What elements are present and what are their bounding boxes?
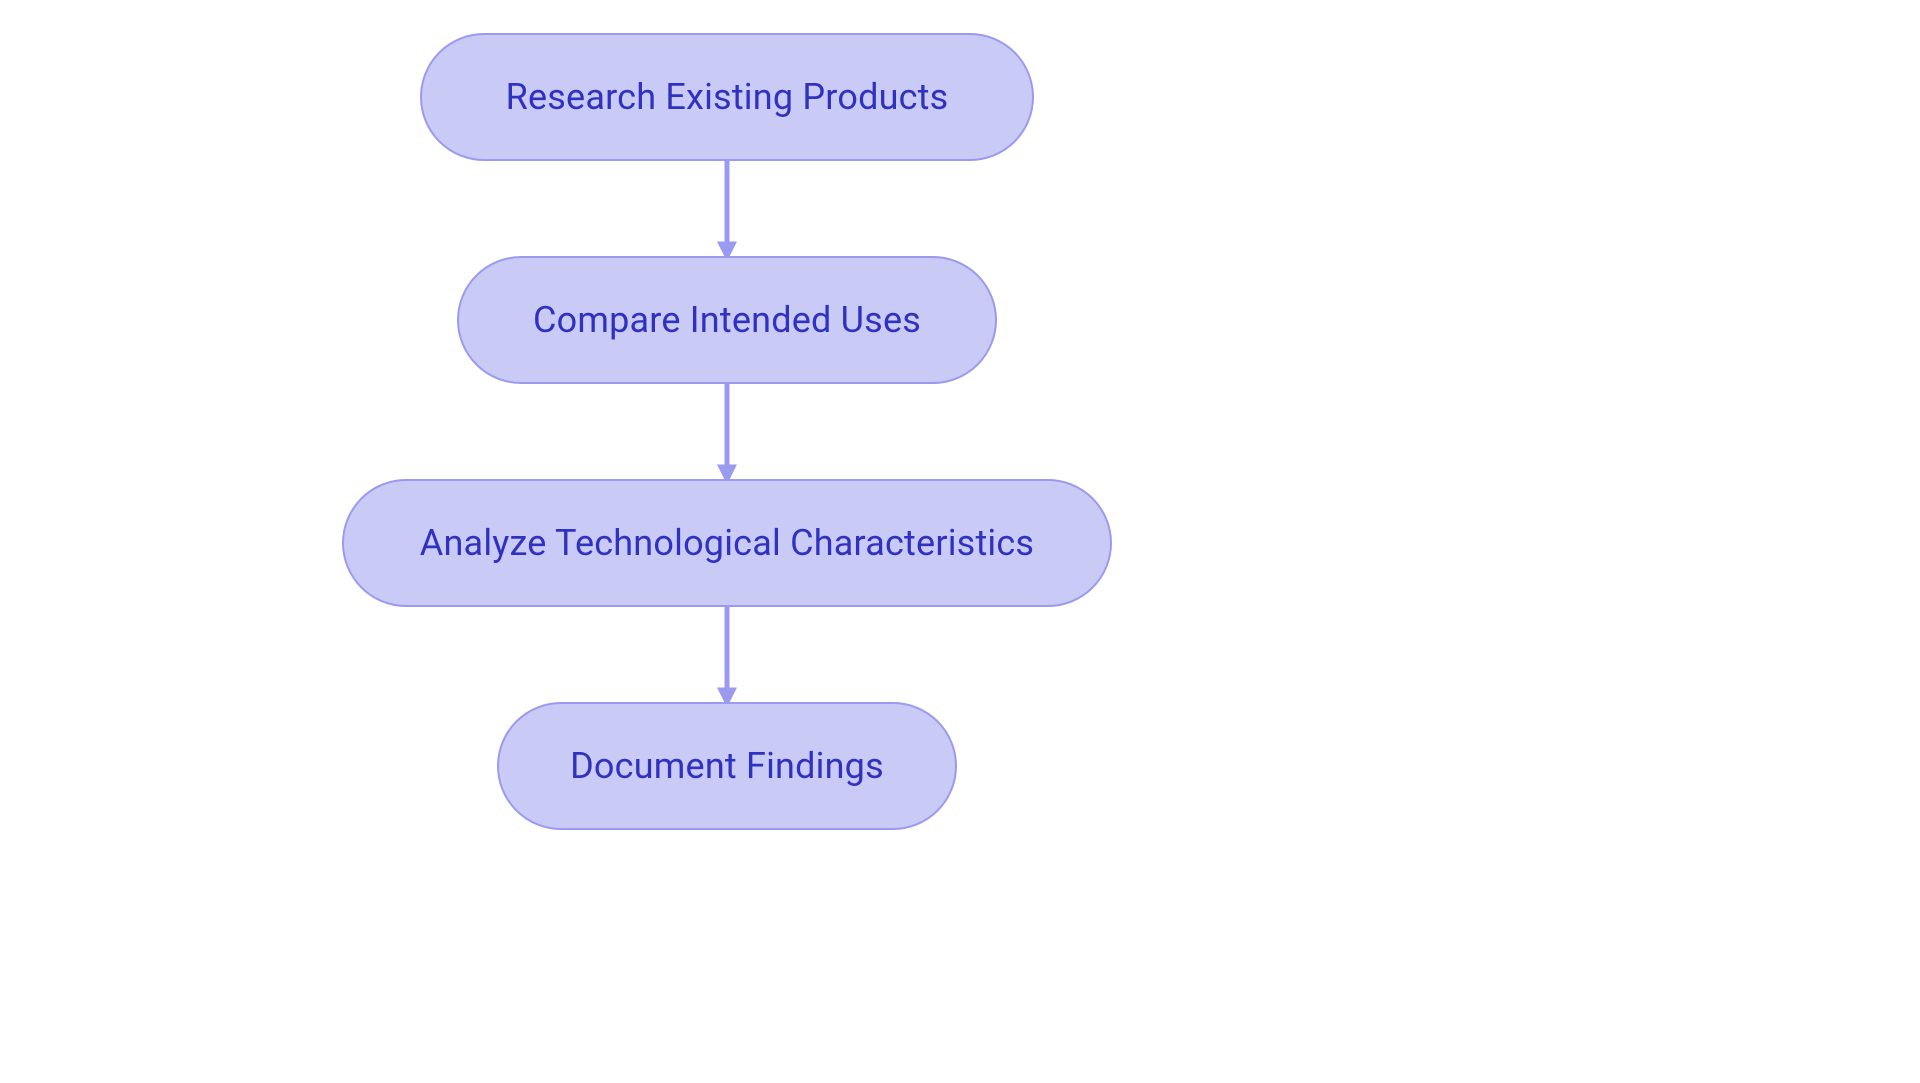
flowchart-node-label: Analyze Technological Characteristics: [420, 522, 1034, 564]
flowchart-node-label: Document Findings: [570, 745, 884, 787]
flowchart-node-label: Research Existing Products: [506, 76, 949, 118]
flowchart-node: Analyze Technological Characteristics: [342, 479, 1112, 607]
flowchart-node: Document Findings: [497, 702, 957, 830]
flowchart-node-label: Compare Intended Uses: [533, 299, 921, 341]
flowchart-canvas: Research Existing Products Compare Inten…: [0, 0, 1920, 1083]
flowchart-node: Compare Intended Uses: [457, 256, 997, 384]
flowchart-node: Research Existing Products: [420, 33, 1034, 161]
